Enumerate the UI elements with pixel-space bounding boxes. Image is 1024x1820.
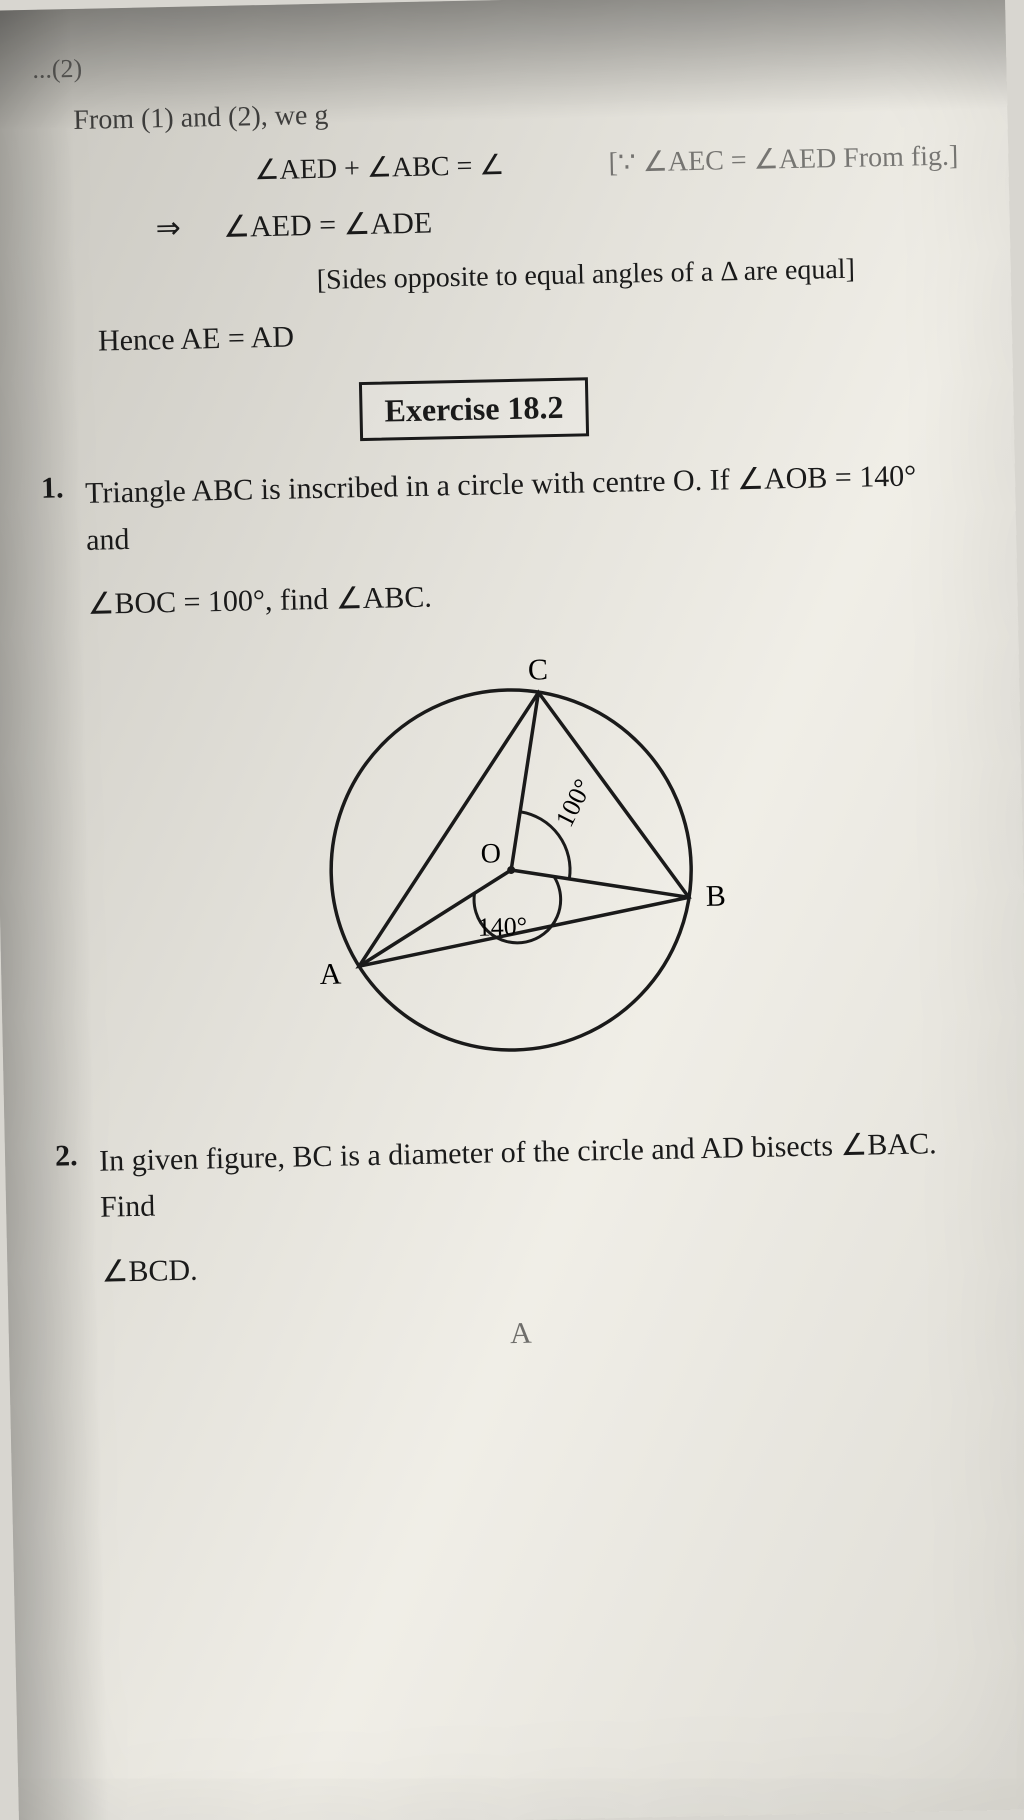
angle-equality: ∠AED = ∠ADE <box>223 207 433 244</box>
problem-1: 1. Triangle ABC is inscribed in a circle… <box>41 452 967 564</box>
fragment-eq2-marker: ...(2) <box>32 31 957 89</box>
fig-label-a: A <box>319 957 342 990</box>
hence-line: Hence AE = AD <box>98 300 963 363</box>
problem-2-line1: In given figure, BC is a diameter of the… <box>99 1120 981 1231</box>
fig-label-o: O <box>480 838 501 869</box>
problem-1-line1: Triangle ABC is inscribed in a circle wi… <box>85 452 967 563</box>
problem-1-line2: ∠BOC = 100°, find ∠ABC. <box>87 563 968 628</box>
problem-2: 2. In given figure, BC is a diameter of … <box>55 1120 981 1232</box>
problem-2-number: 2. <box>55 1138 100 1173</box>
implies-symbol: ⇒ <box>155 205 216 251</box>
fig-radius-ob <box>511 866 689 901</box>
fig-angle-100: 100° <box>550 774 598 831</box>
sides-opposite-note: [Sides opposite to equal angles of a Δ a… <box>316 246 961 301</box>
bottom-fragment-a: A <box>59 1307 984 1360</box>
problem-1-number: 1. <box>41 471 86 506</box>
fig-label-b: B <box>705 879 726 912</box>
fig-label-c: C <box>528 653 549 686</box>
fig-radius-oc <box>507 692 542 870</box>
figure-1-svg: C B A O 100° 140° <box>287 645 736 1094</box>
figure-1-wrap: C B A O 100° 140° <box>45 640 978 1099</box>
fragment-angle-sum: ∠AED + ∠ABC = ∠ <box>254 145 505 192</box>
problem-2-line2: ∠BCD. <box>101 1231 982 1296</box>
fig-angle-140: 140° <box>477 911 527 941</box>
fragment-reason-right: [∵ ∠AEC = ∠AED From fig.] <box>608 135 959 184</box>
fragment-angle-row: ∠AED + ∠ABC = ∠ [∵ ∠AEC = ∠AED From fig.… <box>34 135 959 196</box>
textbook-page: ...(2) From (1) and (2), we g ∠AED + ∠AB… <box>0 0 1024 1820</box>
fragment-from-1-2: From (1) and (2), we g <box>73 82 958 143</box>
proof-implies-line: ⇒ ∠AED = ∠ADE <box>155 189 960 251</box>
exercise-heading: Exercise 18.2 <box>359 377 589 441</box>
fragment-from-text: From (1) and (2), we g <box>73 100 329 136</box>
